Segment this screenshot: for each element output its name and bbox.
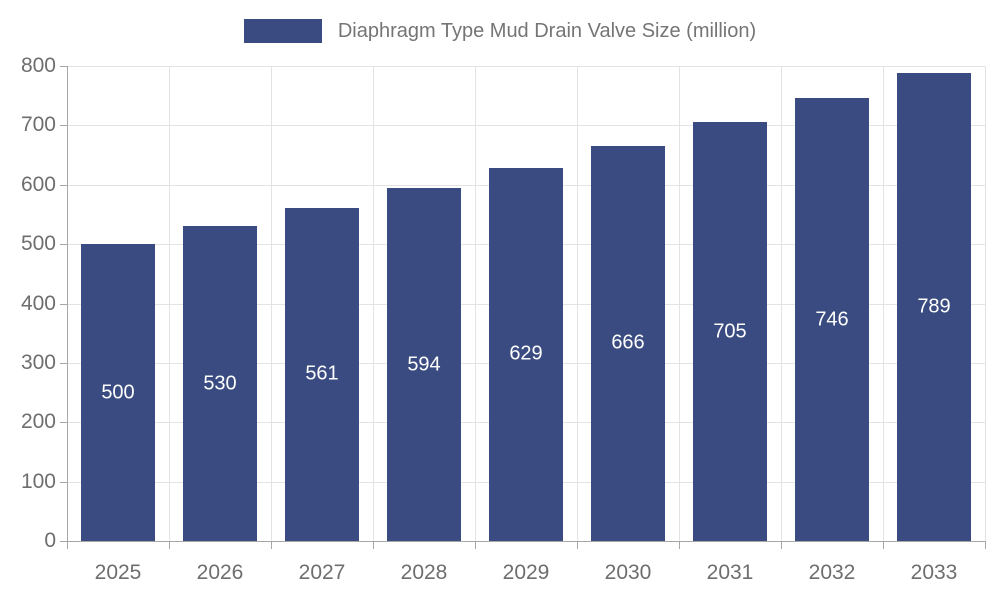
x-axis-tick-label: 2028 bbox=[400, 561, 448, 584]
x-axis-tick-label: 2025 bbox=[94, 561, 142, 584]
legend-swatch bbox=[243, 19, 322, 43]
bar-2025 bbox=[81, 244, 155, 541]
bar-value-label: 789 bbox=[917, 295, 951, 318]
x-axis-tick-label: 2027 bbox=[298, 561, 346, 584]
x-axis-tick-mark bbox=[985, 541, 986, 549]
y-axis-tick-label: 100 bbox=[20, 469, 56, 493]
x-axis-tick-mark bbox=[781, 541, 782, 549]
x-axis-tick-label: 2026 bbox=[196, 561, 244, 584]
x-axis-line bbox=[60, 541, 985, 542]
bar-value-label: 530 bbox=[203, 372, 237, 395]
x-axis-tick-label: 2029 bbox=[502, 561, 550, 584]
bar-value-label: 746 bbox=[815, 308, 849, 331]
x-axis-tick-label: 2031 bbox=[706, 561, 754, 584]
x-axis-tick-mark bbox=[169, 541, 170, 549]
y-axis-tick-mark bbox=[60, 125, 67, 127]
gridline-vertical bbox=[577, 66, 578, 541]
bar-2032 bbox=[795, 98, 869, 541]
y-axis-tick-mark bbox=[60, 422, 67, 424]
gridline-horizontal bbox=[67, 66, 985, 67]
y-axis-tick-label: 300 bbox=[20, 350, 56, 374]
x-axis-tick-mark bbox=[577, 541, 578, 549]
bar-value-label: 705 bbox=[713, 320, 747, 343]
bar-value-label: 561 bbox=[305, 362, 339, 385]
y-axis-tick-label: 400 bbox=[20, 291, 56, 315]
y-axis-tick-label: 500 bbox=[20, 232, 56, 256]
y-axis-tick-mark bbox=[60, 244, 67, 246]
y-axis-tick-label: 600 bbox=[20, 172, 56, 196]
bar-2027 bbox=[285, 207, 359, 541]
chart-legend: Diaphragm Type Mud Drain Valve Size (mil… bbox=[0, 14, 1000, 48]
gridline-vertical bbox=[271, 66, 272, 541]
bar-value-label: 594 bbox=[407, 353, 441, 376]
gridline-vertical bbox=[883, 66, 884, 541]
gridline-vertical bbox=[781, 66, 782, 541]
x-axis-tick-label: 2030 bbox=[604, 561, 652, 584]
y-axis-tick-mark bbox=[60, 184, 67, 186]
bar-2028 bbox=[387, 188, 461, 541]
bar-2031 bbox=[693, 122, 767, 541]
x-axis-tick-mark bbox=[373, 541, 374, 549]
gridline-horizontal bbox=[67, 125, 985, 127]
x-axis-tick-mark bbox=[271, 541, 272, 549]
y-axis-tick-mark bbox=[60, 303, 67, 305]
y-axis-tick-label: 0 bbox=[44, 529, 56, 552]
y-axis-tick-mark bbox=[60, 66, 67, 67]
y-axis-tick-mark bbox=[60, 362, 67, 364]
y-axis-line bbox=[67, 66, 68, 549]
gridline-vertical bbox=[475, 66, 476, 541]
gridline-vertical bbox=[169, 66, 170, 541]
bar-value-label: 500 bbox=[101, 381, 135, 404]
gridline-vertical bbox=[373, 66, 374, 541]
x-axis-tick-label: 2033 bbox=[910, 561, 958, 584]
bar-2030 bbox=[591, 145, 665, 541]
legend-label: Diaphragm Type Mud Drain Valve Size (mil… bbox=[337, 19, 757, 42]
x-axis-tick-label: 2032 bbox=[808, 561, 856, 584]
gridline-vertical bbox=[679, 66, 680, 541]
y-axis-tick-label: 700 bbox=[20, 113, 56, 137]
x-axis-tick-mark bbox=[679, 541, 680, 549]
x-axis-tick-mark bbox=[475, 541, 476, 549]
bar-2033 bbox=[897, 72, 971, 541]
y-axis-tick-label: 800 bbox=[20, 54, 56, 77]
bar-2026 bbox=[183, 226, 257, 541]
x-axis-tick-mark bbox=[883, 541, 884, 549]
bar-2029 bbox=[489, 167, 563, 541]
gridline-vertical bbox=[985, 66, 986, 541]
y-axis-tick-label: 200 bbox=[20, 410, 56, 434]
bar-value-label: 629 bbox=[509, 342, 543, 365]
y-axis-tick-mark bbox=[60, 481, 67, 483]
bar-value-label: 666 bbox=[611, 331, 645, 354]
